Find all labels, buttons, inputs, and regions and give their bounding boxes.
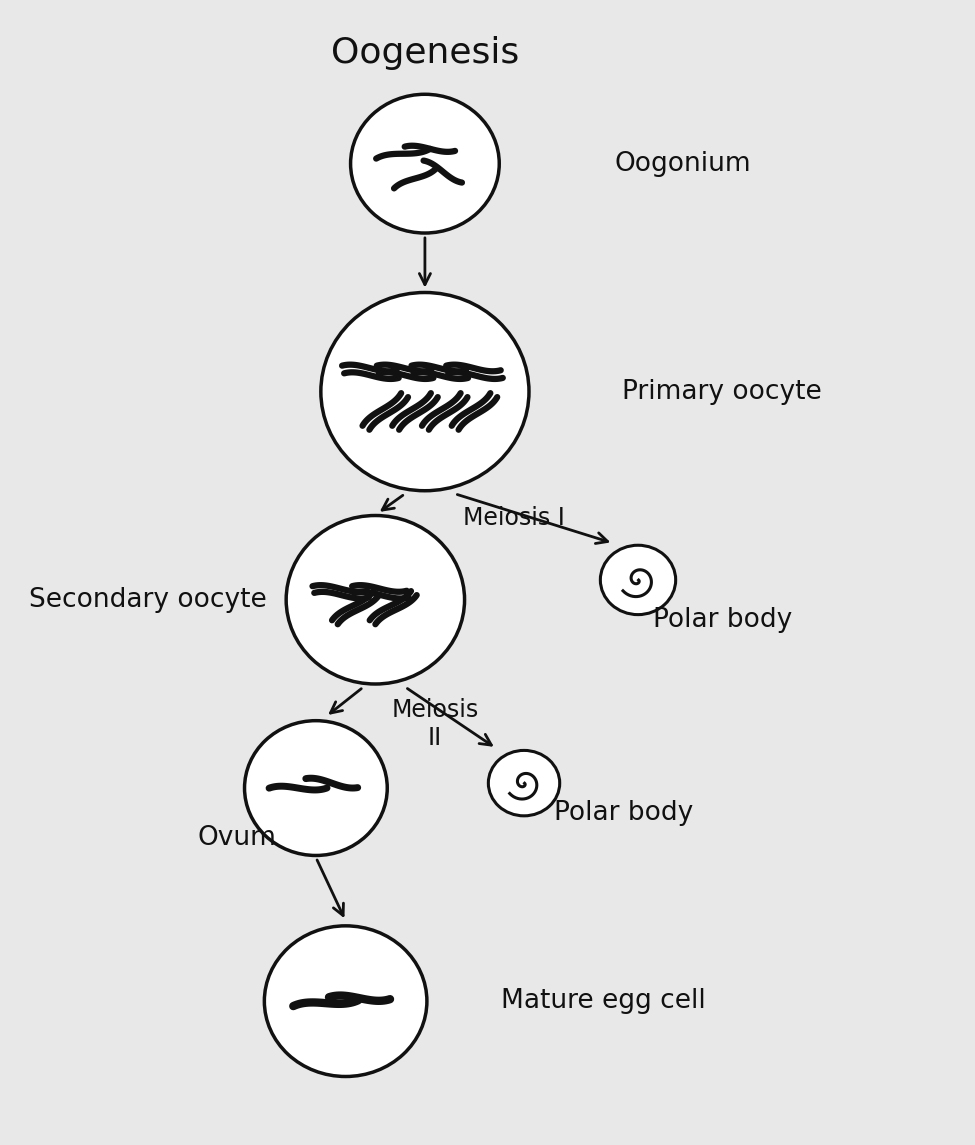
Ellipse shape [488, 750, 560, 816]
Text: Oogenesis: Oogenesis [331, 35, 519, 70]
Text: Polar body: Polar body [554, 800, 693, 826]
Text: Ovum: Ovum [197, 824, 276, 851]
Text: Meiosis
II: Meiosis II [391, 697, 479, 750]
Text: Meiosis I: Meiosis I [463, 506, 566, 530]
Text: Mature egg cell: Mature egg cell [501, 988, 706, 1014]
Ellipse shape [351, 94, 499, 234]
Text: Polar body: Polar body [652, 607, 792, 632]
Text: Oogonium: Oogonium [614, 151, 751, 176]
Ellipse shape [601, 545, 676, 615]
Text: Secondary oocyte: Secondary oocyte [28, 586, 266, 613]
Ellipse shape [286, 515, 464, 684]
Text: Primary oocyte: Primary oocyte [622, 379, 822, 404]
Ellipse shape [264, 926, 427, 1076]
Ellipse shape [245, 720, 387, 855]
Ellipse shape [321, 292, 529, 491]
